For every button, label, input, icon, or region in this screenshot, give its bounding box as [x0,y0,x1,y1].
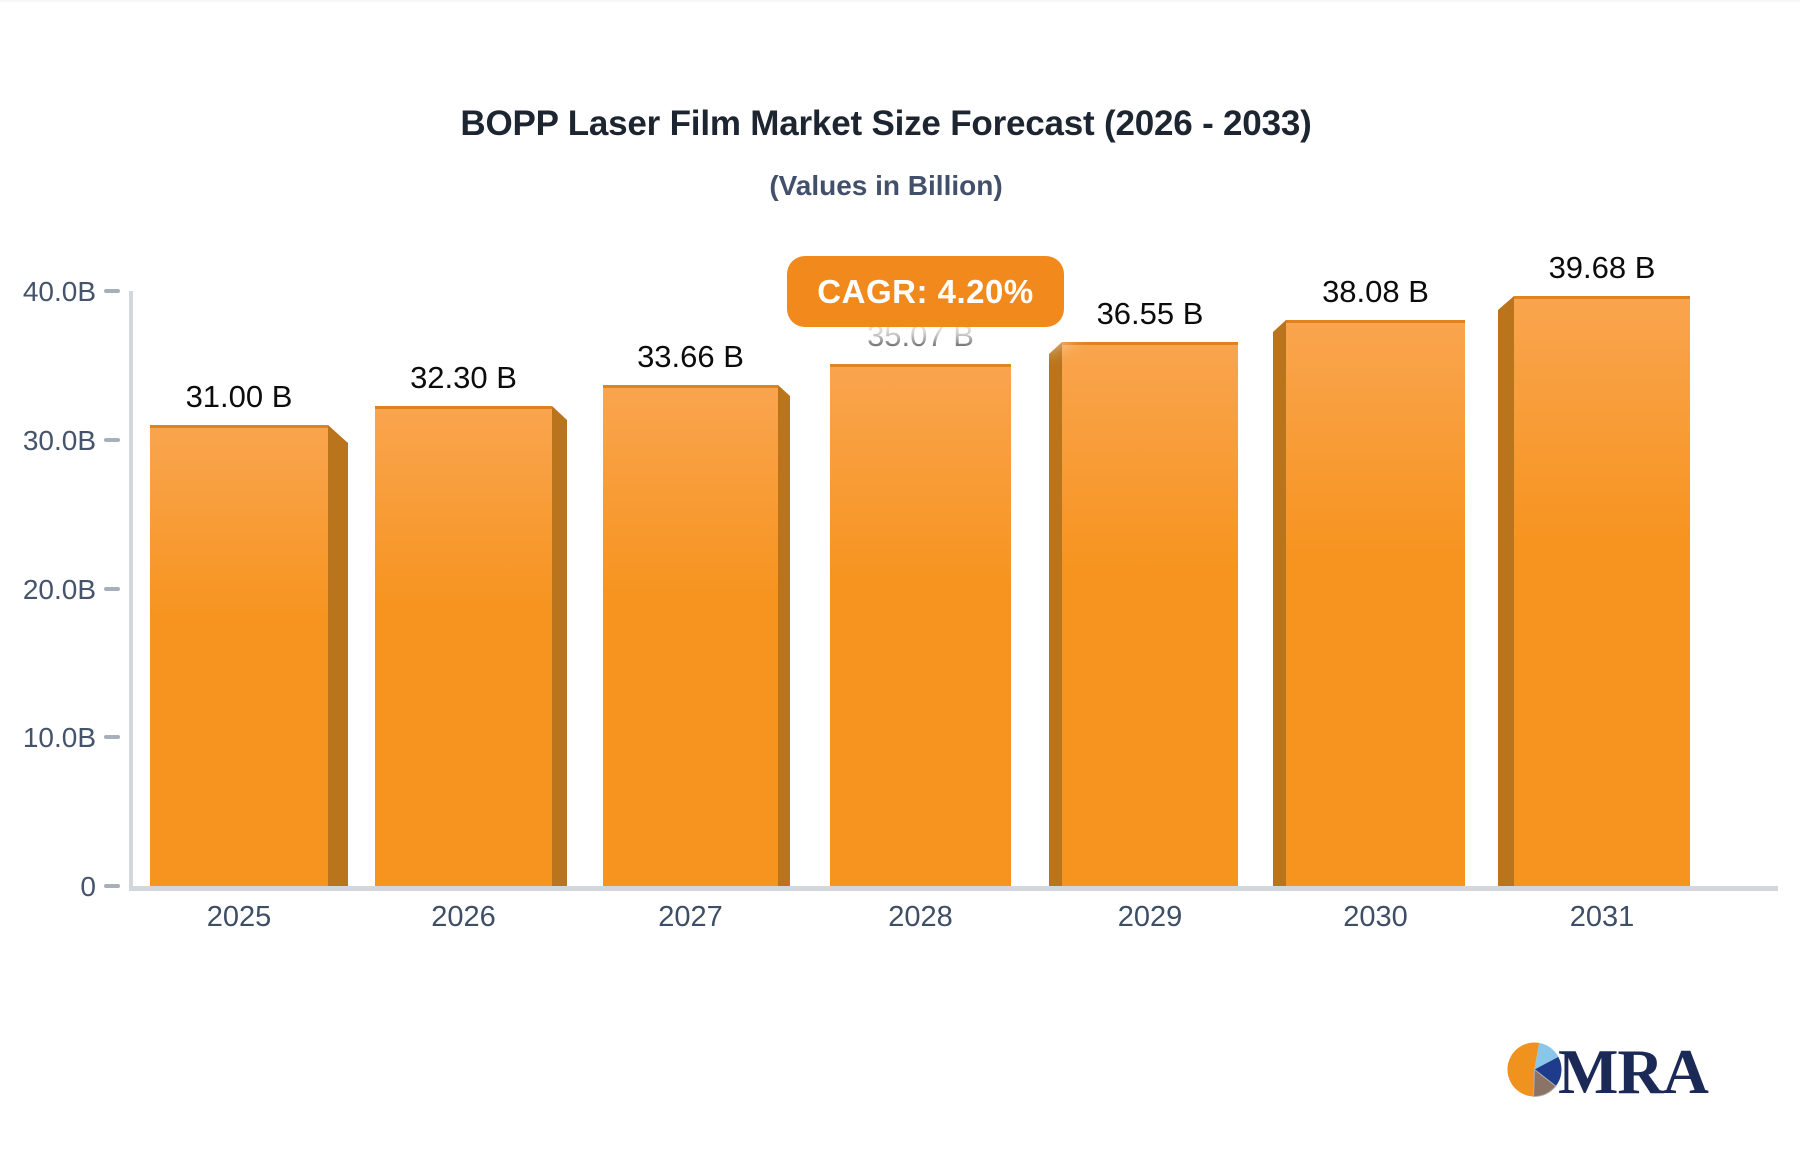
y-axis-label: 0 [80,871,96,902]
bar-value-label: 31.00 B [185,379,293,414]
x-axis-label: 2029 [1117,901,1183,933]
x-axis-label: 2028 [888,901,953,933]
x-axis-label: 2025 [206,901,272,933]
x-axis-line [129,886,1778,891]
y-tick-mark [104,884,120,888]
bar-front-face [1062,342,1238,886]
bar-2025 [150,425,348,886]
bar-value-label: 36.55 B [1096,296,1204,331]
bar-2029 [1049,342,1238,886]
bar-front-face [830,364,1011,886]
x-axis-label: 2030 [1343,901,1408,933]
x-axis-label: 2031 [1569,901,1635,933]
bar-value-label: 33.66 B [637,339,744,374]
y-axis-label: 30.0B [22,424,96,456]
bar-front-face [375,406,552,886]
y-tick-mark [104,735,120,740]
bar-value-label: 32.30 B [410,360,517,395]
bar-value-label: 38.08 B [1322,274,1429,309]
bar-front-face [1514,296,1690,886]
brand-logo: MRA [1506,1034,1709,1110]
bar-side-shadow [552,406,567,886]
y-tick-mark [104,289,120,293]
bar-front-face [603,385,778,886]
bar-2030 [1273,320,1465,886]
bar-side-shadow [778,385,790,886]
y-axis-line [129,291,133,887]
bar-2026 [375,406,567,886]
bar-2031 [1498,296,1690,886]
bar-2027 [603,385,790,886]
x-axis-label: 2026 [431,901,496,933]
logo-text: MRA [1558,1036,1709,1107]
chart-title: BOPP Laser Film Market Size Forecast (20… [460,104,1312,143]
bar-side-shadow [1498,296,1514,886]
cagr-badge: CAGR: 4.20% [787,256,1064,327]
bar-value-label: 39.68 B [1548,250,1656,285]
bar-side-shadow [328,425,348,886]
y-tick-mark [104,437,120,442]
bar-2028 [830,364,1011,886]
chart-subtitle: (Values in Billion) [769,170,1003,201]
y-axis-label: 10.0B [22,722,96,754]
x-axis-label: 2027 [658,901,723,933]
bar-front-face [1286,320,1465,886]
pie-chart-icon [1506,1041,1563,1103]
bar-front-face [150,425,328,886]
y-tick-mark [104,586,120,591]
bar-side-shadow [1049,342,1062,886]
bar-side-shadow [1273,320,1286,886]
y-axis-label: 40.0B [22,276,96,307]
y-axis-label: 20.0B [22,573,96,605]
